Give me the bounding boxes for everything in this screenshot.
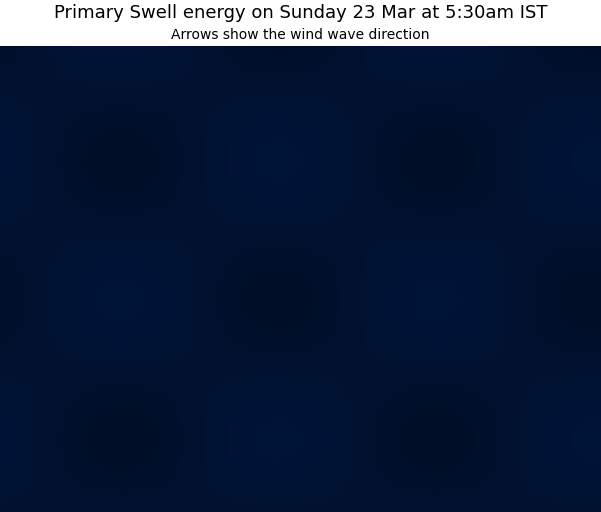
Text: Arrows show the wind wave direction: Arrows show the wind wave direction bbox=[171, 28, 430, 41]
Text: Primary Swell energy on Sunday 23 Mar at 5:30am IST: Primary Swell energy on Sunday 23 Mar at… bbox=[53, 4, 548, 22]
